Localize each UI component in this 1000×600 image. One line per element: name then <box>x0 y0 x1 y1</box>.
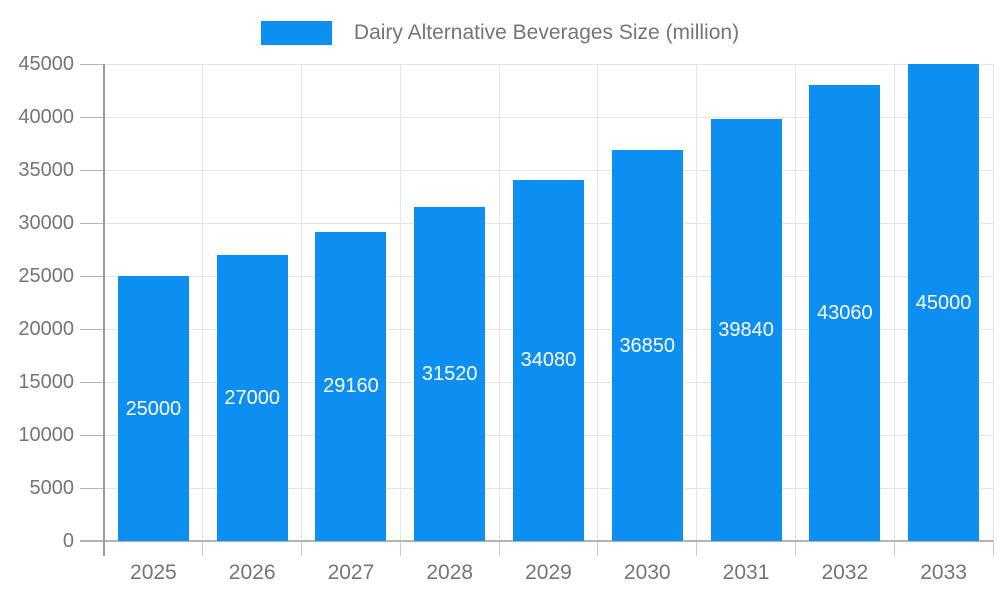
y-tick-label: 45000 <box>18 53 74 75</box>
x-gridline <box>498 64 500 541</box>
bar <box>117 276 189 541</box>
x-tick-label: 2033 <box>920 561 967 584</box>
y-tick-label: 40000 <box>18 106 74 128</box>
y-tick <box>80 63 104 65</box>
legend: Dairy Alternative Beverages Size (millio… <box>0 18 1000 48</box>
y-tick <box>80 222 104 224</box>
x-gridline <box>794 64 796 541</box>
x-tick-label: 2032 <box>821 561 869 584</box>
x-gridline <box>992 64 994 541</box>
y-tick-label: 0 <box>62 530 74 552</box>
x-tick <box>597 541 599 556</box>
bar <box>513 179 584 541</box>
y-tick-label: 25000 <box>18 265 74 287</box>
y-axis-line <box>103 64 105 556</box>
x-tick <box>696 541 698 556</box>
y-tick <box>80 169 104 171</box>
bar-value-label: 43060 <box>817 301 873 324</box>
x-tick <box>992 541 994 556</box>
legend-label: Dairy Alternative Beverages Size (millio… <box>353 21 740 44</box>
bar-value-label: 27000 <box>224 386 280 409</box>
y-gridline <box>104 63 993 65</box>
x-tick-label: 2030 <box>623 561 671 584</box>
x-tick <box>202 541 204 556</box>
bar <box>908 64 980 541</box>
bar <box>414 206 486 541</box>
x-gridline <box>301 64 303 541</box>
x-gridline <box>893 64 895 541</box>
x-tick-label: 2025 <box>130 561 177 584</box>
x-tick <box>794 541 796 556</box>
bar-value-label: 25000 <box>125 397 182 420</box>
bar <box>809 84 881 541</box>
bar-value-label: 45000 <box>915 291 972 314</box>
x-tick-label: 2026 <box>228 561 276 584</box>
y-tick-label: 5000 <box>29 477 75 499</box>
x-tick <box>498 541 500 556</box>
x-tick <box>301 541 303 556</box>
x-tick-label: 2031 <box>722 561 770 584</box>
x-axis-line <box>80 540 993 542</box>
y-gridline <box>104 116 993 118</box>
y-gridline <box>104 169 993 171</box>
x-gridline <box>399 64 401 541</box>
x-tick <box>399 541 401 556</box>
bar-value-label: 31520 <box>421 362 478 385</box>
x-gridline <box>597 64 599 541</box>
x-tick-label: 2028 <box>426 561 474 584</box>
bar-value-label: 36850 <box>619 334 676 357</box>
bar <box>315 231 387 541</box>
bar-value-label: 39840 <box>718 318 774 341</box>
y-tick <box>80 381 104 383</box>
x-tick-label: 2029 <box>525 561 572 584</box>
y-tick-label: 15000 <box>18 371 74 393</box>
y-tick-label: 10000 <box>18 424 74 446</box>
bar-value-label: 34080 <box>520 349 577 372</box>
y-tick <box>80 328 104 330</box>
bar <box>611 150 683 541</box>
y-tick-label: 30000 <box>18 212 74 234</box>
x-gridline <box>202 64 204 541</box>
x-tick <box>893 541 895 556</box>
y-tick <box>80 487 104 489</box>
y-tick-label: 35000 <box>18 159 74 181</box>
x-gridline <box>696 64 698 541</box>
y-tick <box>80 434 104 436</box>
y-tick <box>80 116 104 118</box>
legend-swatch <box>260 21 332 45</box>
bar-value-label: 29160 <box>323 375 379 398</box>
y-tick-label: 20000 <box>18 318 74 340</box>
y-tick <box>80 275 104 277</box>
x-tick-label: 2027 <box>327 561 375 584</box>
bar <box>710 118 782 541</box>
bar <box>216 254 288 541</box>
